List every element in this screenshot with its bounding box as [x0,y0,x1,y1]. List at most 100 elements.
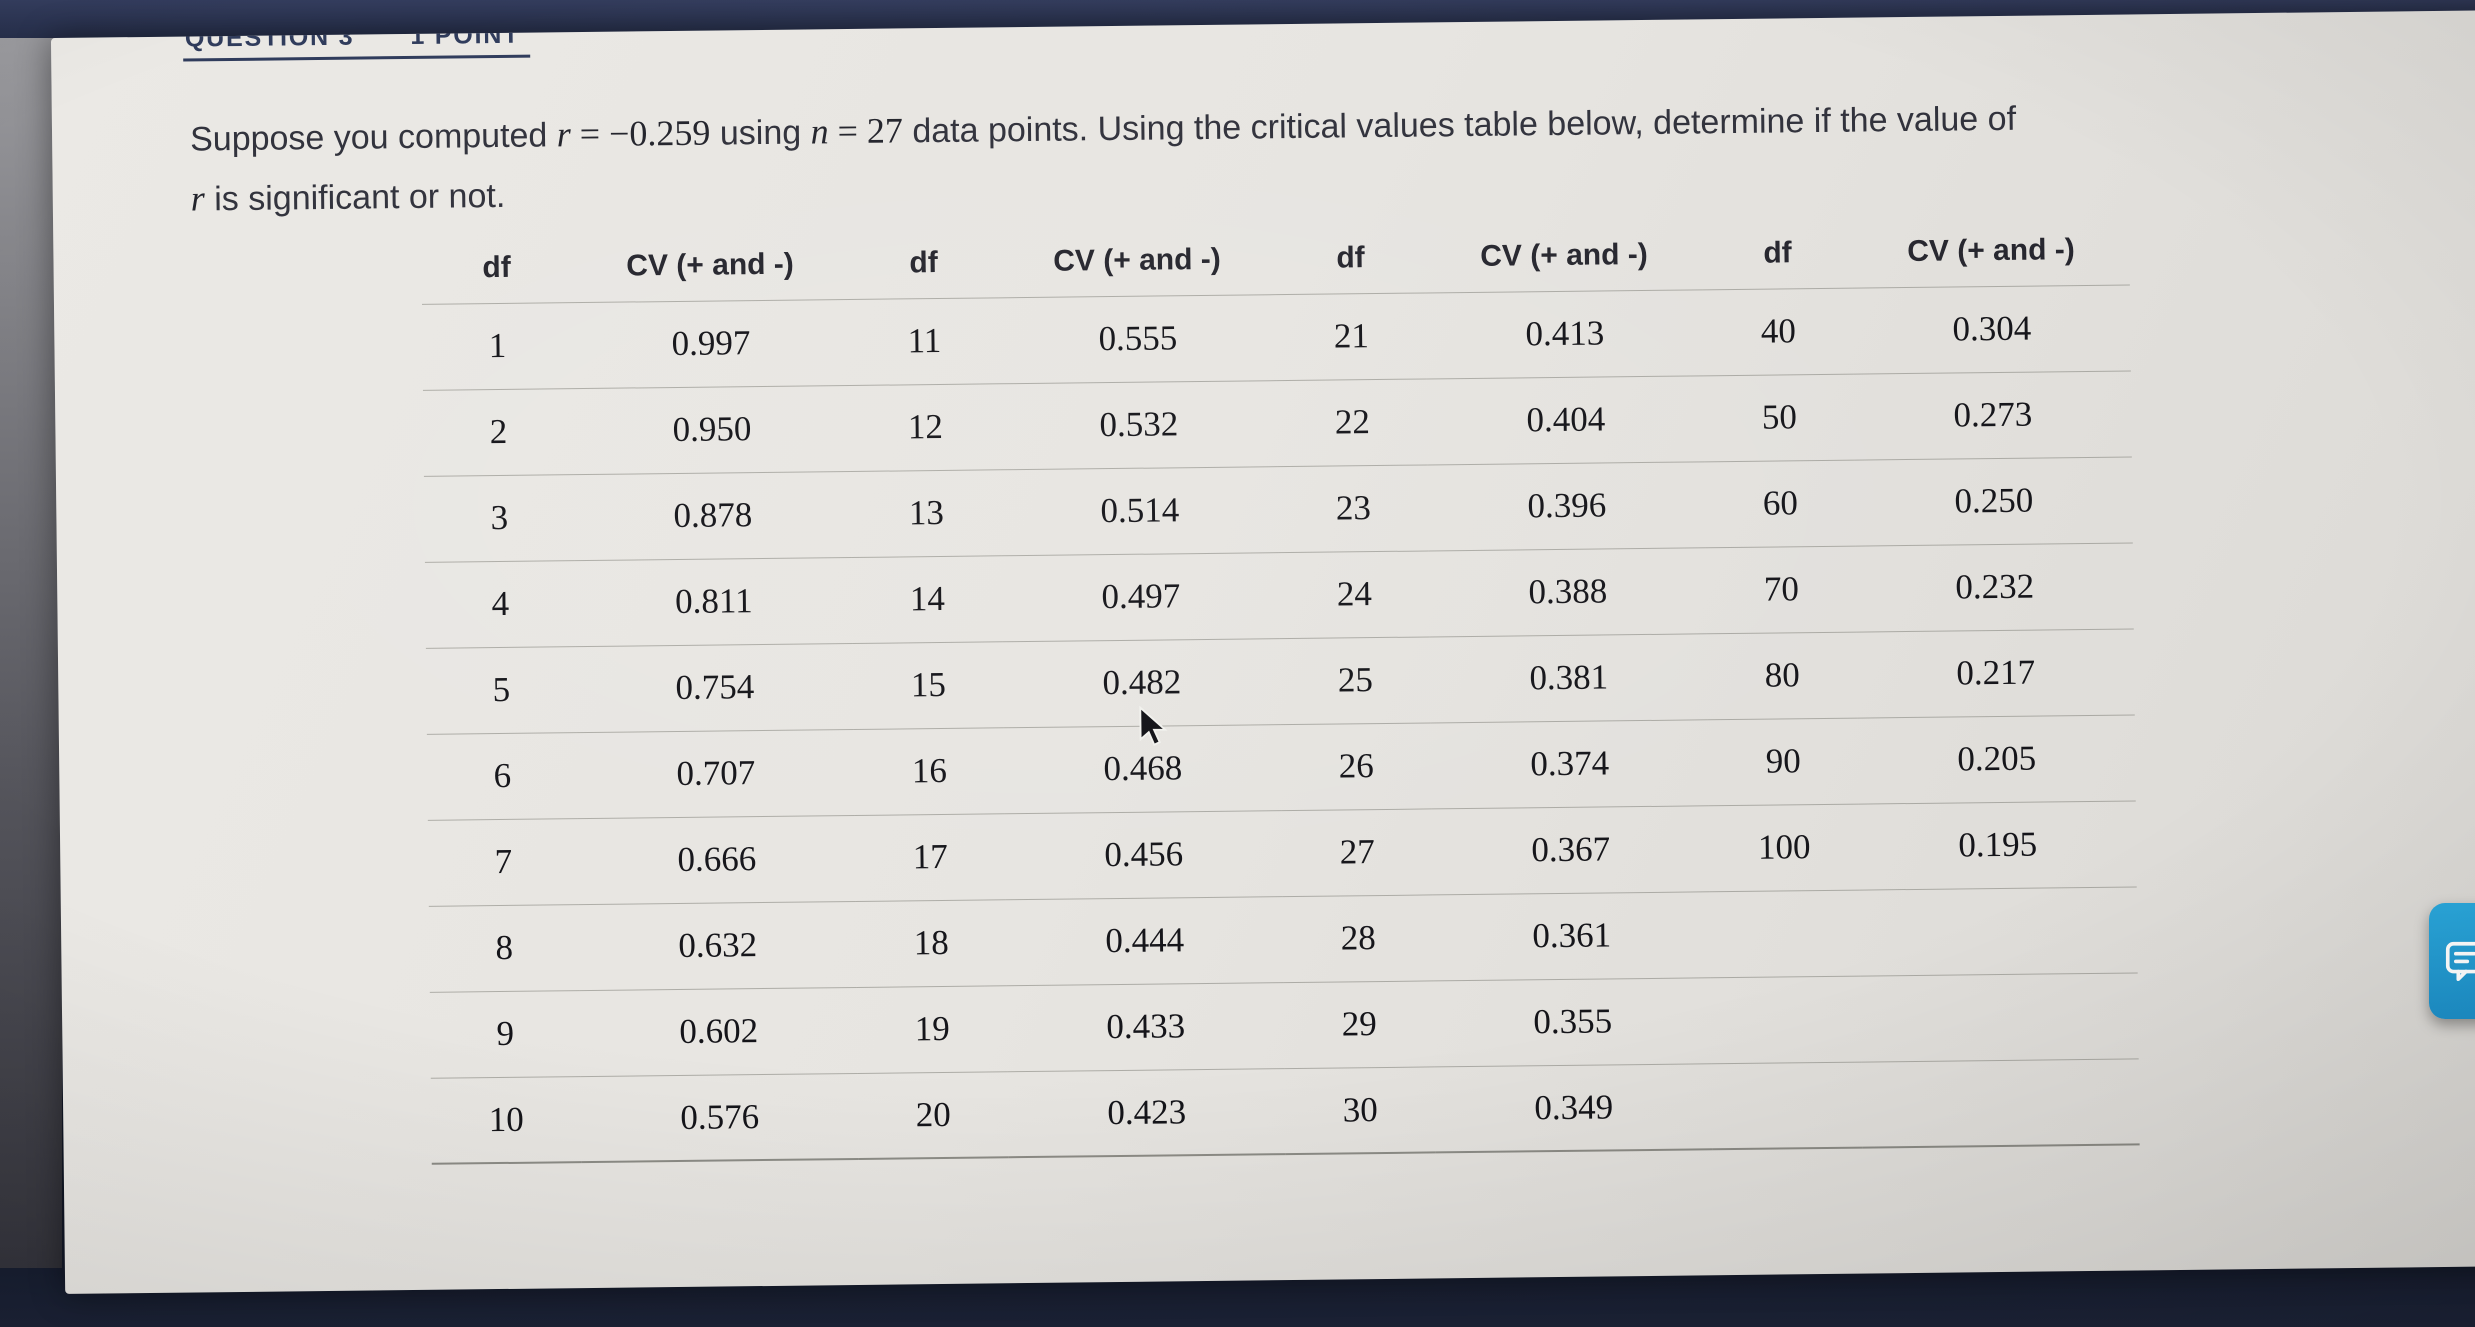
df-cell: 14 [909,578,946,619]
col-header-df: df [1763,236,1792,270]
cv-cell: 0.878 [673,495,753,536]
cv-cell: 0.666 [677,839,757,879]
cv-cell: 0.367 [1531,829,1611,870]
df-cell: 26 [1338,746,1375,786]
df-cell: 1 [488,325,507,366]
df-cell: 28 [1340,918,1376,958]
chat-button[interactable] [2429,903,2475,1019]
col-header-df: df [1336,240,1365,275]
question-number-label: QUESTION 3 [184,22,355,53]
df-cell: 16 [911,750,948,791]
cv-cell: 0.532 [1099,404,1179,445]
cv-cell: 0.997 [671,323,751,364]
df-cell: 90 [1765,741,1801,781]
df-cell: 100 [1757,827,1811,867]
cv-cell: 0.456 [1104,834,1184,875]
df-cell: 5 [492,669,511,710]
mouse-cursor-icon [1137,705,1172,752]
critical-values-table: df CV (+ and -) df CV (+ and -) df CV (+… [421,214,2140,1164]
cv-cell: 0.250 [1954,480,2034,521]
math-variable-r: r [190,178,206,219]
cv-cell: 0.205 [1957,738,2037,779]
df-cell: 30 [1342,1089,1378,1130]
df-cell: 8 [495,927,514,968]
cv-cell: 0.811 [674,581,753,622]
cv-cell: 0.754 [675,667,755,708]
df-cell: 12 [907,406,944,447]
math-variable-n: n [810,111,829,152]
df-cell: 13 [908,492,945,533]
cv-cell [1861,972,2139,1061]
df-cell: 21 [1333,316,1370,356]
question-part: using [710,113,811,153]
df-cell: 4 [491,583,510,624]
cv-cell: 0.273 [1953,394,2033,435]
math-value: = −0.259 [570,112,711,155]
question-part: data points. Using the critical values t… [902,99,2017,151]
df-cell: 60 [1762,483,1799,523]
df-cell: 15 [910,664,947,705]
question-text: Suppose you computed r = −0.259 using n … [190,82,2475,230]
df-cell: 19 [914,1008,950,1049]
cv-cell: 0.361 [1532,915,1612,956]
cv-cell: 0.388 [1528,571,1608,612]
cv-cell: 0.349 [1534,1087,1614,1128]
df-cell: 23 [1335,488,1372,528]
cv-cell: 0.381 [1529,657,1609,698]
cv-cell: 0.396 [1527,485,1607,526]
df-cell: 7 [494,841,513,882]
question-part: is significant or not. [204,177,506,219]
cv-cell: 0.497 [1101,576,1181,617]
df-cell: 11 [907,320,942,361]
screen: QUESTION 3 1 POINT Suppose you computed … [50,10,2475,1294]
col-header-df: df [482,250,511,284]
df-cell: 40 [1760,311,1797,351]
df-cell: 6 [493,755,512,796]
question-part: Suppose you computed [189,116,558,159]
df-cell: 50 [1761,397,1798,437]
cv-cell: 0.576 [680,1096,760,1137]
chat-bubble-icon [2442,938,2475,984]
cv-cell: 0.217 [1956,652,2036,693]
math-value: = 27 [828,110,904,152]
cv-cell [1860,886,2138,975]
cv-cell: 0.374 [1530,743,1610,784]
df-cell: 20 [915,1094,951,1135]
cv-cell: 0.195 [1958,824,2038,865]
screen-left-edge [0,38,62,1268]
df-cell: 29 [1341,1004,1377,1044]
cv-cell: 0.444 [1105,920,1185,961]
df-cell: 24 [1336,574,1373,614]
col-header-cv: CV (+ and -) [1480,237,1648,273]
question-header: QUESTION 3 1 POINT [182,21,531,62]
cv-cell: 0.355 [1533,1001,1613,1042]
df-cell: 27 [1339,832,1375,872]
cv-cell: 0.413 [1525,313,1605,354]
cv-cell: 0.707 [676,753,756,794]
df-cell: 17 [912,836,949,877]
col-header-cv: CV (+ and -) [626,247,795,283]
df-cell: 10 [488,1099,524,1139]
cv-cell: 0.304 [1952,308,2032,349]
cv-cell [1862,1058,2140,1147]
df-cell: 70 [1763,569,1800,609]
df-cell: 9 [496,1013,515,1054]
cv-cell: 0.433 [1106,1006,1186,1047]
math-variable-r: r [556,114,572,155]
df-cell: 22 [1334,402,1371,442]
table-row: 10 0.576 20 0.423 30 0.349 [430,1058,2140,1164]
df-cell: 3 [490,497,509,538]
cv-cell: 0.555 [1098,318,1178,359]
cv-cell: 0.423 [1107,1091,1187,1132]
cv-cell: 0.404 [1526,399,1606,440]
cv-cell: 0.232 [1955,566,2035,607]
df-cell: 18 [913,922,949,963]
cv-cell: 0.632 [678,925,758,965]
df-cell: 80 [1764,655,1801,695]
col-header-cv: CV (+ and -) [1907,232,2075,268]
col-header-df: df [909,245,938,280]
col-header-cv: CV (+ and -) [1053,242,1221,278]
df-cell: 25 [1337,660,1374,700]
df-cell [1711,976,1862,1064]
